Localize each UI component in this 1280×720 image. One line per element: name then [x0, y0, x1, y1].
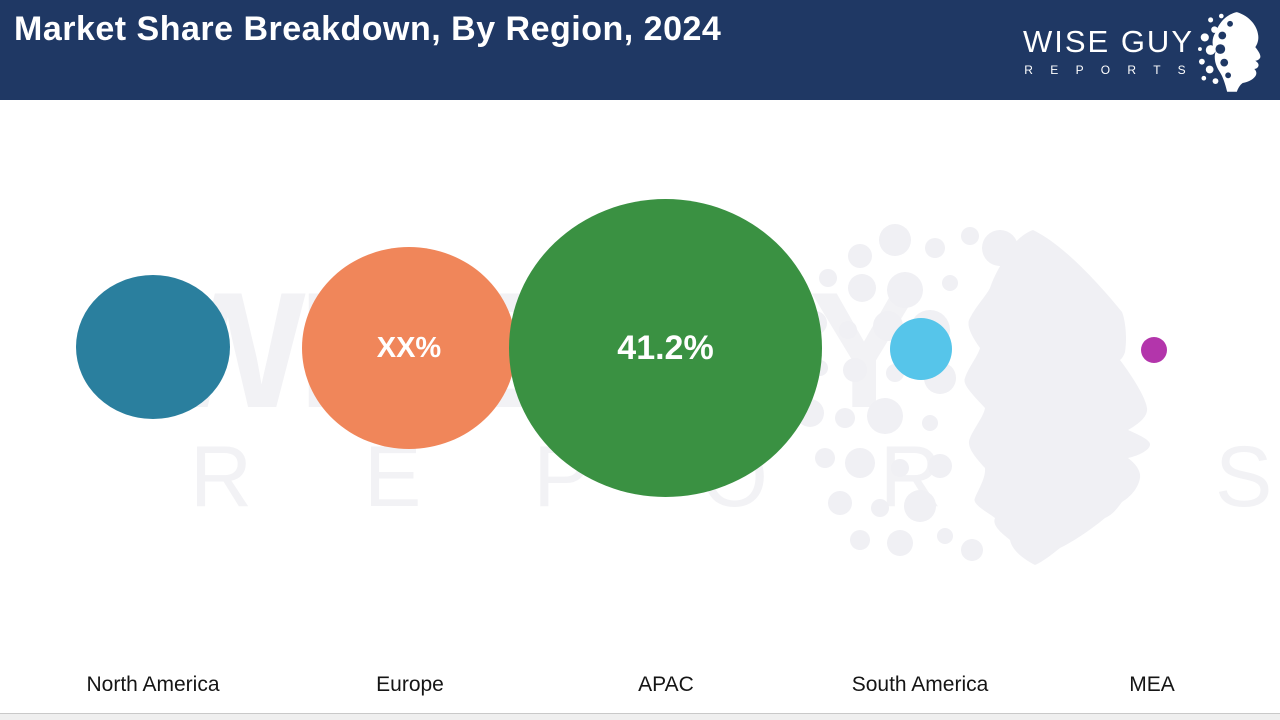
category-label-mea: MEA	[1129, 673, 1175, 696]
watermark-head-silhouette	[800, 224, 1151, 565]
category-label-europe: Europe	[376, 673, 444, 696]
bubble-value-apac: 41.2%	[617, 328, 714, 367]
category-label-apac: APAC	[638, 673, 694, 696]
category-label-south-america: South America	[851, 673, 989, 696]
bubble-north-america	[76, 275, 230, 419]
bubble-europe: XX%	[302, 247, 516, 449]
header-bar: Market Share Breakdown, By Region, 2024 …	[0, 0, 1280, 100]
head-silhouette-icon	[1198, 12, 1261, 92]
page-title: Market Share Breakdown, By Region, 2024	[14, 10, 722, 48]
category-label-north-america: North America	[86, 673, 220, 696]
wise-guy-logo: WISE GUY R E P O R T S	[1016, 6, 1266, 94]
bubble-value-europe: XX%	[376, 331, 442, 364]
logo-name: WISE GUY	[1022, 24, 1194, 59]
logo-tagline: R E P O R T S	[1024, 63, 1193, 77]
bubble-south-america	[890, 318, 952, 380]
bubble-apac: 41.2%	[509, 199, 822, 497]
logo-text: WISE GUY R E P O R T S	[1023, 24, 1194, 77]
bubble-mea	[1141, 337, 1167, 363]
footer-strip	[0, 713, 1280, 720]
